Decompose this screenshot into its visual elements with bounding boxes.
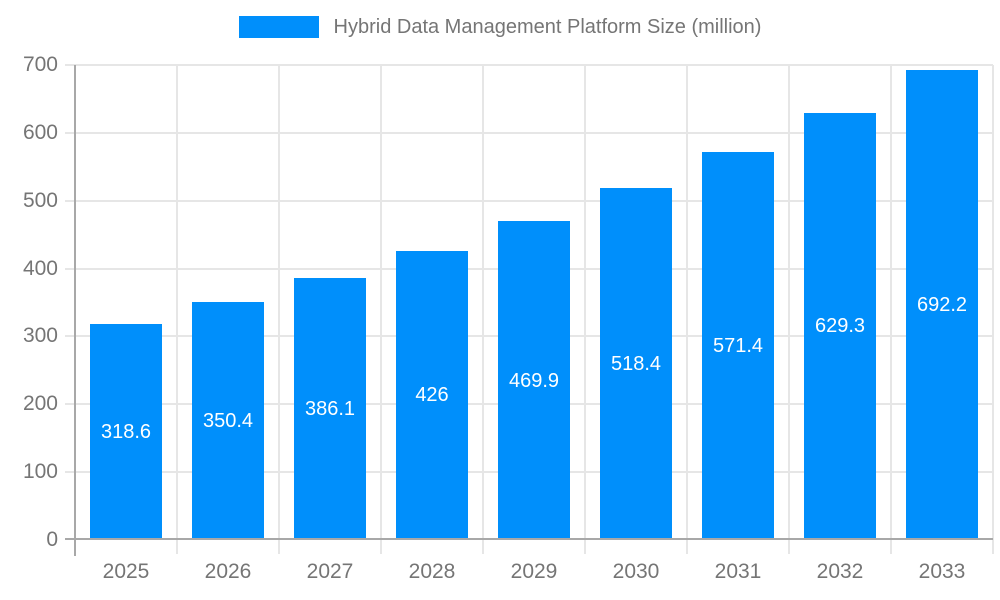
x-axis-tick-label: 2029: [510, 560, 558, 583]
bar-2027[interactable]: [294, 278, 366, 540]
gridline-vertical-1: [176, 65, 178, 554]
gridline-horizontal-700: [65, 64, 993, 66]
x-axis-tick-label: 2027: [306, 560, 354, 583]
bar-2025[interactable]: [90, 323, 162, 540]
bar-2026[interactable]: [192, 302, 264, 540]
bar-2033[interactable]: [906, 70, 978, 540]
gridline-vertical-7: [788, 65, 790, 554]
legend[interactable]: Hybrid Data Management Platform Size (mi…: [0, 14, 1000, 40]
bar-value-label: 692.2: [916, 294, 968, 317]
x-axis-tick-label: 2025: [102, 560, 150, 583]
gridline-vertical-5: [584, 65, 586, 554]
bar-2031[interactable]: [702, 152, 774, 540]
bar-value-label: 386.1: [304, 398, 356, 420]
gridline-vertical-3: [380, 65, 382, 554]
bar-2028[interactable]: [396, 250, 468, 540]
bar-value-label: 571.4: [712, 335, 764, 358]
gridline-vertical-6: [686, 65, 688, 554]
bar-value-label: 469.9: [508, 369, 560, 392]
x-axis-tick-label: 2026: [204, 560, 252, 583]
gridline-horizontal-600: [65, 131, 993, 134]
x-axis-tick-label: 2028: [408, 560, 456, 583]
bar-value-label: 350.4: [202, 410, 254, 433]
x-axis-tick-label: 2030: [612, 560, 660, 583]
bar-value-label: 318.6: [100, 420, 152, 443]
bar-2030[interactable]: [600, 188, 672, 540]
bar-value-label: 426: [415, 384, 449, 407]
bar-2032[interactable]: [804, 112, 876, 540]
y-axis-line: [74, 65, 76, 556]
plot-area: 0 100 200 300 400 500 600 700 318.6 2025 350.4 2026…: [23, 53, 994, 583]
gridline-vertical-4: [482, 65, 484, 554]
y-axis-tick-label: 300: [22, 324, 58, 348]
x-axis-tick-label: 2031: [714, 560, 762, 583]
gridline-vertical-2: [278, 65, 280, 554]
bar-value-label: 629.3: [814, 315, 866, 338]
legend-swatch: [238, 16, 319, 38]
bar-2029[interactable]: [498, 221, 570, 540]
y-axis-tick-label: 100: [22, 460, 58, 484]
gridline-vertical-8: [890, 65, 892, 554]
y-axis-tick-label: 200: [22, 392, 58, 416]
x-axis-line: [65, 538, 993, 540]
bar-value-label: 518.4: [610, 353, 662, 376]
x-axis-tick-label: 2033: [918, 560, 966, 583]
legend-label: Hybrid Data Management Platform Size (mi…: [333, 16, 762, 38]
gridline-vertical-9: [992, 65, 994, 554]
y-axis-tick-label: 600: [22, 120, 58, 144]
y-axis-tick-label: 0: [46, 528, 58, 551]
y-axis-tick-label: 500: [22, 188, 58, 212]
y-axis-tick-label: 700: [22, 53, 58, 76]
x-axis-tick-label: 2032: [816, 560, 864, 583]
gridline-horizontal-500: [65, 199, 993, 202]
y-axis-tick-label: 400: [22, 256, 58, 280]
